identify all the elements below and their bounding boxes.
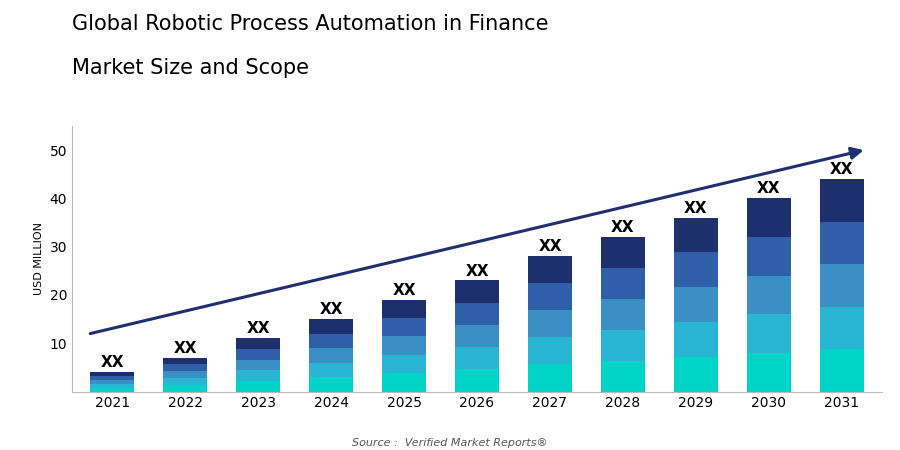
Bar xyxy=(90,376,134,380)
Text: XX: XX xyxy=(320,302,343,317)
Bar xyxy=(601,237,644,268)
Bar xyxy=(90,384,134,387)
Bar xyxy=(90,380,134,384)
Text: XX: XX xyxy=(101,355,124,370)
Text: Source :  Verified Market Reports®: Source : Verified Market Reports® xyxy=(352,438,548,448)
Text: XX: XX xyxy=(611,220,634,235)
Text: XX: XX xyxy=(684,201,707,216)
Text: XX: XX xyxy=(174,341,197,356)
Bar xyxy=(747,237,791,276)
Text: Market Size and Scope: Market Size and Scope xyxy=(72,58,309,78)
Bar xyxy=(382,373,426,392)
Bar xyxy=(236,381,280,392)
Bar xyxy=(236,349,280,360)
Bar xyxy=(90,387,134,392)
Bar xyxy=(382,355,426,373)
Bar xyxy=(674,322,718,357)
Bar xyxy=(455,325,499,347)
Text: XX: XX xyxy=(830,162,853,177)
Text: XX: XX xyxy=(247,321,270,337)
Bar xyxy=(163,371,207,378)
Bar xyxy=(747,314,791,353)
Bar xyxy=(674,218,718,252)
Bar xyxy=(820,306,864,349)
Y-axis label: USD MILLION: USD MILLION xyxy=(34,222,44,295)
Bar xyxy=(163,358,207,364)
Bar xyxy=(455,280,499,303)
Text: XX: XX xyxy=(392,283,416,298)
Bar xyxy=(310,333,353,348)
Text: Global Robotic Process Automation in Finance: Global Robotic Process Automation in Fin… xyxy=(72,14,548,33)
Bar xyxy=(90,372,134,376)
Bar xyxy=(528,310,572,338)
Bar xyxy=(528,284,572,310)
Text: XX: XX xyxy=(538,239,562,254)
Bar xyxy=(455,347,499,369)
Bar xyxy=(528,338,572,364)
Bar xyxy=(601,330,644,360)
Bar xyxy=(236,360,280,370)
Bar xyxy=(163,385,207,392)
Bar xyxy=(820,221,864,264)
Bar xyxy=(310,319,353,333)
Bar xyxy=(528,256,572,284)
Bar xyxy=(601,360,644,392)
Bar xyxy=(382,318,426,337)
Bar xyxy=(310,363,353,377)
Text: XX: XX xyxy=(757,181,780,197)
Bar xyxy=(528,364,572,392)
Bar xyxy=(455,303,499,325)
Bar xyxy=(163,364,207,371)
Bar xyxy=(382,337,426,355)
Bar xyxy=(747,198,791,237)
Text: XX: XX xyxy=(465,264,489,279)
Bar xyxy=(310,348,353,363)
Bar xyxy=(382,300,426,318)
Bar xyxy=(455,369,499,392)
Bar xyxy=(601,299,644,330)
Bar xyxy=(747,353,791,392)
Bar xyxy=(310,377,353,392)
Bar xyxy=(236,338,280,349)
Bar xyxy=(820,349,864,392)
Bar xyxy=(674,252,718,287)
Bar xyxy=(820,179,864,221)
Bar xyxy=(674,287,718,322)
Bar xyxy=(674,357,718,392)
Bar xyxy=(747,276,791,314)
Bar xyxy=(820,264,864,306)
Bar xyxy=(601,268,644,299)
Bar xyxy=(236,370,280,381)
Bar xyxy=(163,378,207,385)
